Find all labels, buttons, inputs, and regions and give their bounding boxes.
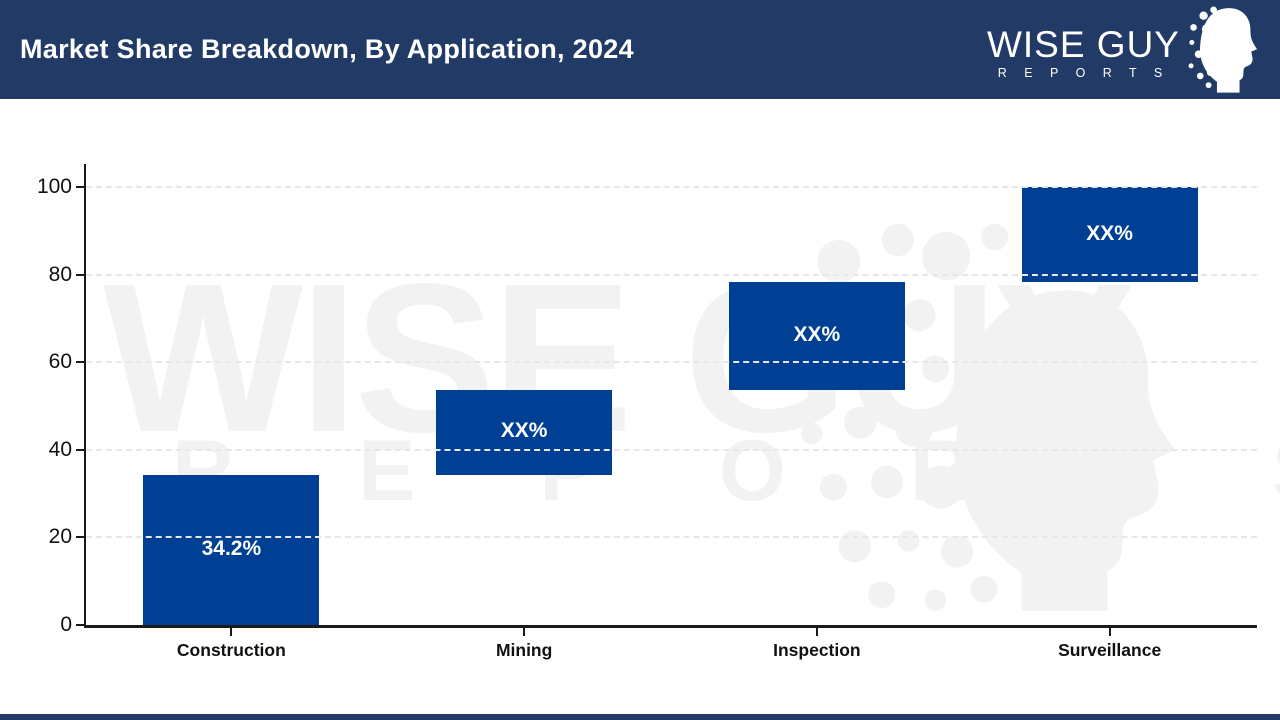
y-axis-spine [84, 164, 86, 628]
x-tick-inspection [815, 628, 818, 636]
bar-value-label-construction: 34.2% [201, 537, 262, 561]
page-title: Market Share Breakdown, By Application, … [20, 34, 634, 64]
bar-construction [143, 475, 320, 625]
bar-inspection [728, 282, 905, 390]
y-tick-label-20: 20 [48, 525, 72, 549]
gridline-40 [86, 448, 1257, 451]
y-tick-40 [76, 448, 85, 451]
gridline-100 [86, 186, 1257, 188]
logo-wordmark: WISE GUY [986, 24, 1180, 66]
logo-head-icon [1188, 6, 1258, 93]
y-tick-label-60: 60 [48, 350, 72, 374]
x-tick-mining [523, 628, 526, 636]
x-tick-label-surveillance: Surveillance [1058, 640, 1162, 660]
x-tick-construction [230, 628, 233, 636]
y-tick-label-100: 100 [36, 175, 72, 198]
bar-surveillance [1021, 187, 1198, 283]
wiseguy-logo: WISE GUY R E P O R T S [987, 4, 1270, 96]
bar-mining [436, 389, 613, 476]
y-tick-80 [76, 273, 85, 276]
bar-value-label-mining: XX% [500, 419, 548, 443]
y-tick-20 [76, 536, 85, 539]
y-tick-100 [76, 186, 85, 188]
footer-bar [0, 714, 1280, 720]
y-tick-label-0: 0 [60, 613, 72, 636]
y-tick-60 [76, 361, 85, 364]
gridline-80 [86, 273, 1257, 276]
gridline-20 [86, 536, 1257, 539]
x-tick-label-inspection: Inspection [773, 640, 861, 660]
x-tick-surveillance [1108, 628, 1111, 636]
y-tick-0 [76, 624, 85, 626]
y-tick-label-80: 80 [48, 262, 72, 286]
bar-value-label-surveillance: XX% [1086, 221, 1133, 245]
y-tick-label-40: 40 [48, 437, 72, 461]
logo-subtitle: R E P O R T S [997, 65, 1170, 80]
x-tick-label-construction: Construction [176, 640, 286, 660]
x-tick-label-mining: Mining [495, 640, 553, 660]
bar-value-label-inspection: XX% [793, 322, 841, 346]
header: Market Share Breakdown, By Application, … [0, 0, 1280, 99]
gridline-60 [86, 361, 1257, 364]
x-axis-spine [84, 625, 1257, 628]
logo-text: WISE GUY R E P O R T S [986, 24, 1180, 80]
